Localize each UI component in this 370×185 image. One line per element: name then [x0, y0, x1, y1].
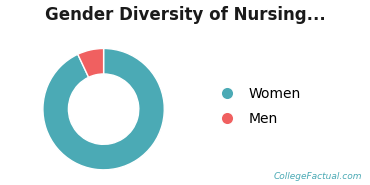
Legend: Women, Men: Women, Men	[208, 81, 306, 132]
Text: Gender Diversity of Nursing...: Gender Diversity of Nursing...	[45, 6, 325, 23]
Wedge shape	[78, 48, 104, 77]
Wedge shape	[43, 48, 164, 170]
Text: 93%: 93%	[90, 125, 117, 135]
Text: CollegeFactual.com: CollegeFactual.com	[274, 172, 363, 181]
